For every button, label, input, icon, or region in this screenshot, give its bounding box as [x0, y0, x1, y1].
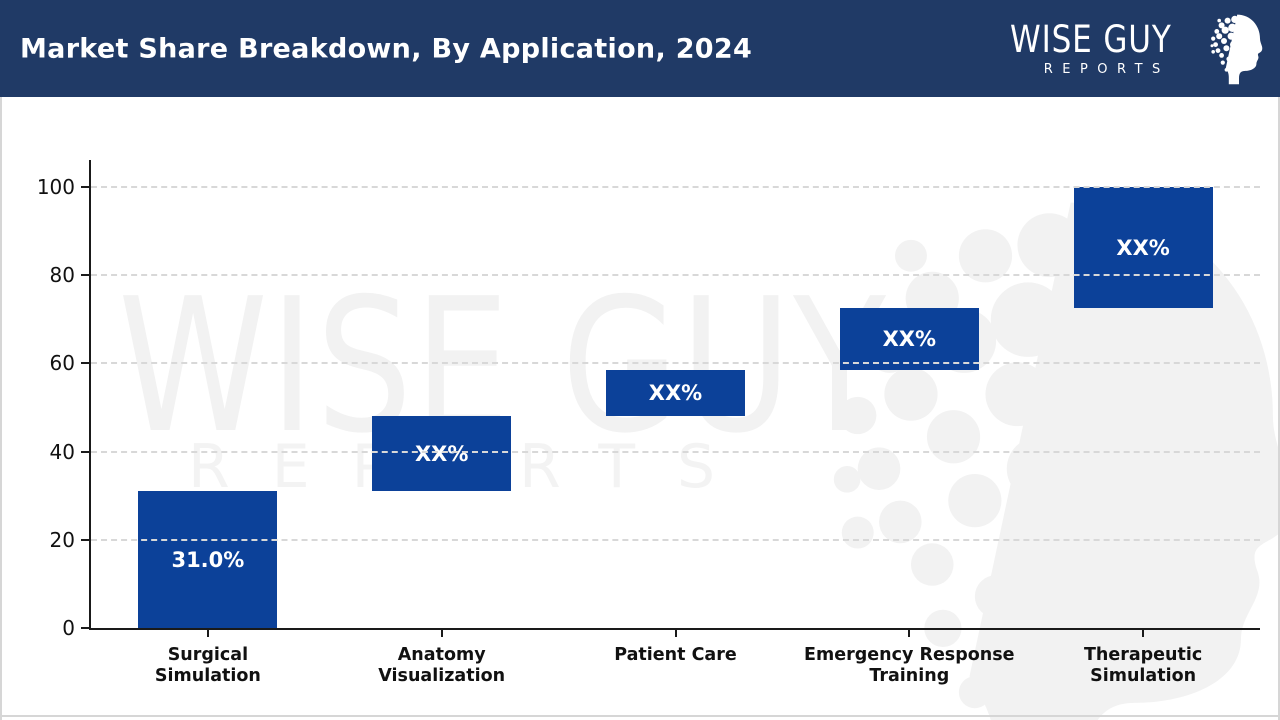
- x-tick-therapeutic-simulation: [1142, 628, 1145, 637]
- plot-area: 31.0% Surgical Simulation XX% Anatomy Visua…: [37, 160, 1260, 686]
- bar-surgical-simulation: 31.0%: [138, 491, 278, 628]
- page-border-left: [0, 97, 2, 720]
- bar-value-label-therapeutic-simulation: XX%: [1116, 235, 1170, 260]
- bar-patient-care: XX%: [606, 370, 745, 417]
- y-tick-mark-60: [81, 362, 89, 365]
- y-tick-label-60: 60: [49, 351, 75, 376]
- category-label-patient-care: Patient Care: [614, 645, 737, 665]
- x-tick-patient-care: [674, 628, 677, 637]
- y-tick-mark-20: [81, 538, 89, 541]
- bar-value-label-surgical-simulation: 31.0%: [171, 547, 245, 572]
- y-tick-mark-0: [81, 627, 89, 629]
- bar-emergency-response-training: XX%: [839, 308, 979, 371]
- category-label-surgical-simulation: Surgical Simulation: [154, 645, 261, 687]
- category-label-anatomy-visualization: Anatomy Visualization: [378, 645, 506, 687]
- header-bar: Market Share Breakdown, By Application, …: [0, 0, 1280, 97]
- gridline-20: [91, 538, 1260, 541]
- brand-logo-subtitle: REPORTS: [1043, 61, 1170, 77]
- y-tick-label-20: 20: [49, 527, 75, 552]
- gridline-100: [91, 186, 1260, 188]
- page-border-right: [1278, 97, 1280, 720]
- bar-value-label-patient-care: XX%: [648, 381, 703, 406]
- gridline-60: [91, 362, 1260, 365]
- brand-logo-title: WISE GUY: [1009, 17, 1172, 61]
- bar-therapeutic-simulation: XX%: [1073, 187, 1213, 309]
- brand-logo-text: WISE GUY REPORTS: [1010, 18, 1202, 77]
- y-tick-mark-40: [81, 450, 89, 453]
- y-tick-label-40: 40: [49, 439, 75, 464]
- x-tick-surgical-simulation: [206, 628, 209, 637]
- brand-head-icon: [1210, 14, 1263, 85]
- y-tick-mark-80: [81, 274, 89, 277]
- page-border-bottom: [0, 715, 1280, 717]
- y-tick-mark-100: [81, 186, 89, 188]
- x-tick-anatomy-visualization: [440, 628, 443, 637]
- brand-logo: WISE GUY REPORTS: [1010, 7, 1266, 87]
- gridline-40: [91, 450, 1260, 453]
- bar-value-label-anatomy-visualization: XX%: [414, 441, 469, 466]
- x-tick-emergency-response-training: [908, 628, 911, 637]
- bar-anatomy-visualization: XX%: [372, 416, 512, 492]
- category-label-therapeutic-simulation: Therapeutic Simulation: [1083, 645, 1203, 687]
- y-tick-label-80: 80: [49, 263, 75, 288]
- y-tick-label-100: 100: [36, 175, 75, 199]
- page-title: Market Share Breakdown, By Application, …: [20, 33, 753, 64]
- bar-value-label-emergency-response-training: XX%: [882, 327, 937, 352]
- y-tick-label-0: 0: [62, 616, 75, 640]
- category-label-emergency-response-training: Emergency Response Training: [804, 645, 1015, 687]
- gridline-80: [91, 274, 1260, 277]
